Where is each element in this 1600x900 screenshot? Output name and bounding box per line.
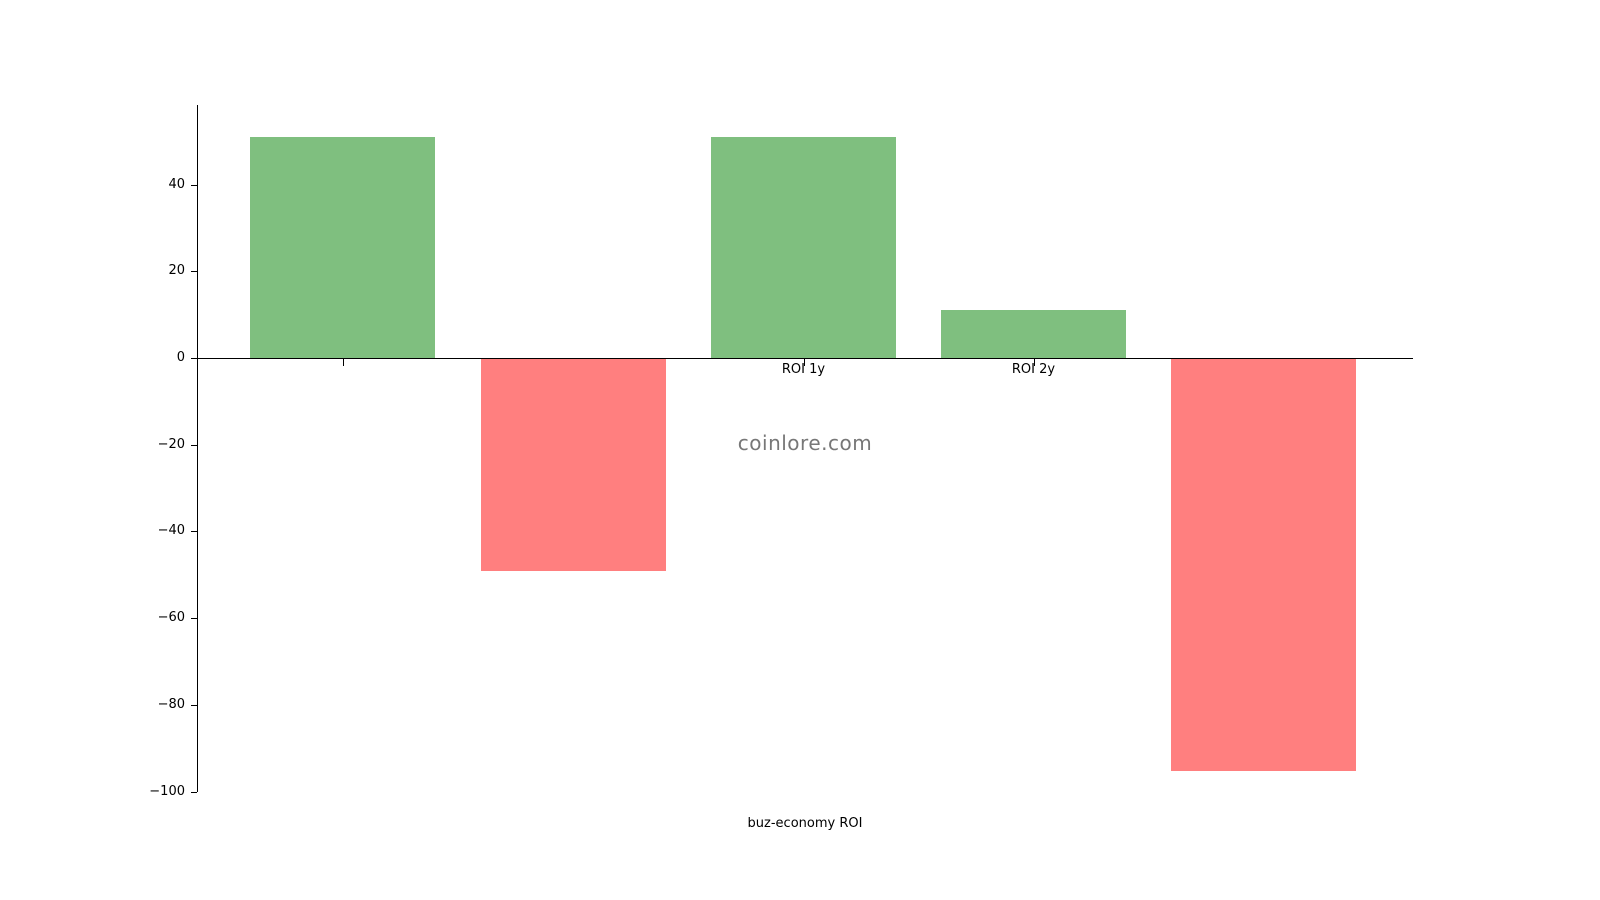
bar-positive (250, 136, 435, 358)
y-tick-mark (191, 271, 197, 273)
y-tick-label: 20 (168, 263, 185, 279)
y-tick-label: −60 (157, 610, 185, 626)
y-axis-line (197, 105, 198, 792)
y-tick-label: −100 (149, 783, 185, 799)
x-tick-mark (342, 358, 344, 366)
y-tick-mark (191, 618, 197, 620)
y-tick-mark (191, 791, 197, 793)
x-axis-line (197, 358, 1413, 359)
y-tick-label: −20 (157, 436, 185, 452)
y-tick-mark (191, 184, 197, 186)
bar-negative (1171, 359, 1356, 771)
bar-positive (941, 310, 1126, 358)
y-tick-mark (191, 358, 197, 359)
bar-positive (711, 136, 896, 358)
y-tick-label: 0 (176, 350, 185, 365)
y-tick-mark (191, 704, 197, 706)
y-tick-label: −40 (157, 523, 185, 539)
x-tick-mark (1033, 358, 1035, 366)
y-tick-label: −80 (157, 696, 185, 712)
x-tick-mark (803, 358, 805, 366)
watermark-text: coinlore.com (737, 431, 873, 455)
y-tick-mark (191, 444, 197, 446)
x-tick-label: ROI 1y (781, 362, 826, 377)
x-tick-label: ROI 2y (1011, 362, 1056, 377)
y-tick-label: 40 (168, 176, 185, 192)
bar-negative (480, 359, 666, 572)
y-tick-mark (191, 531, 197, 533)
x-axis-title: buz-economy ROI (747, 816, 863, 831)
